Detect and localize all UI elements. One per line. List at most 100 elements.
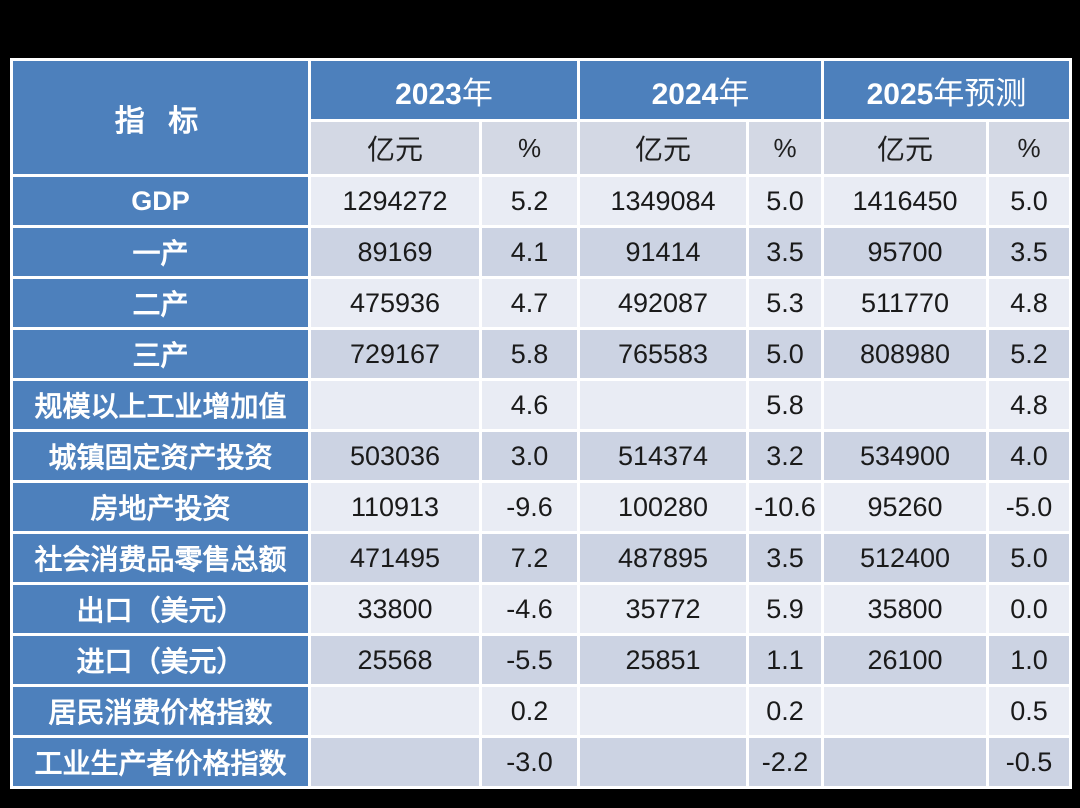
pct-cell: 4.8	[989, 279, 1069, 327]
row-label: 工业生产者价格指数	[13, 738, 308, 786]
row-label: 进口（美元）	[13, 636, 308, 684]
pct-cell: 5.9	[749, 585, 821, 633]
value-cell: 512400	[824, 534, 986, 582]
pct-header-2024: %	[749, 122, 821, 174]
pct-cell: -4.6	[482, 585, 577, 633]
pct-cell: 3.5	[749, 534, 821, 582]
table-row-secondary-industry: 二产 475936 4.7 492087 5.3 511770 4.8	[13, 279, 1069, 327]
row-label: 房地产投资	[13, 483, 308, 531]
pct-cell: 5.0	[749, 330, 821, 378]
year-suffix: 年预测	[933, 75, 1027, 111]
table-row-cpi: 居民消费价格指数 0.2 0.2 0.5	[13, 687, 1069, 735]
value-cell: 765583	[580, 330, 746, 378]
unit-header-2024: 亿元	[580, 122, 746, 174]
pct-cell: -2.2	[749, 738, 821, 786]
pct-cell: -5.0	[989, 483, 1069, 531]
pct-cell: 5.2	[482, 177, 577, 225]
value-cell	[580, 738, 746, 786]
pct-cell: 0.0	[989, 585, 1069, 633]
value-cell: 110913	[311, 483, 479, 531]
unit-header-2025: 亿元	[824, 122, 986, 174]
pct-cell: 5.8	[749, 381, 821, 429]
value-cell: 95260	[824, 483, 986, 531]
pct-cell: 3.0	[482, 432, 577, 480]
value-cell: 729167	[311, 330, 479, 378]
value-cell: 1416450	[824, 177, 986, 225]
pct-cell: 5.0	[989, 534, 1069, 582]
pct-cell: 5.3	[749, 279, 821, 327]
value-cell	[580, 687, 746, 735]
pct-header-2023: %	[482, 122, 577, 174]
year-number: 2024	[651, 77, 719, 111]
value-cell	[311, 687, 479, 735]
pct-cell: 0.5	[989, 687, 1069, 735]
pct-cell: 7.2	[482, 534, 577, 582]
pct-cell: -0.5	[989, 738, 1069, 786]
table-row-gdp: GDP 1294272 5.2 1349084 5.0 1416450 5.0	[13, 177, 1069, 225]
row-label: 居民消费价格指数	[13, 687, 308, 735]
value-cell: 1294272	[311, 177, 479, 225]
row-label: 三产	[13, 330, 308, 378]
value-cell: 534900	[824, 432, 986, 480]
row-label: 规模以上工业增加值	[13, 381, 308, 429]
year-number: 2023	[395, 77, 462, 111]
year-suffix: 年	[718, 75, 750, 111]
value-cell: 35800	[824, 585, 986, 633]
year-suffix: 年	[461, 75, 493, 111]
pct-cell: -10.6	[749, 483, 821, 531]
value-cell: 33800	[311, 585, 479, 633]
table-row-real-estate-investment: 房地产投资 110913 -9.6 100280 -10.6 95260 -5.…	[13, 483, 1069, 531]
pct-cell: 4.0	[989, 432, 1069, 480]
pct-cell: 5.8	[482, 330, 577, 378]
year-header-2024: 2024年	[580, 61, 821, 119]
indicator-header-cell: 指 标	[13, 61, 308, 174]
year-header-2023: 2023年	[311, 61, 577, 119]
pct-cell: 4.7	[482, 279, 577, 327]
pct-cell: 0.2	[482, 687, 577, 735]
value-cell: 503036	[311, 432, 479, 480]
value-cell: 35772	[580, 585, 746, 633]
value-cell: 100280	[580, 483, 746, 531]
pct-cell: 3.5	[989, 228, 1069, 276]
pct-cell: 3.5	[749, 228, 821, 276]
row-label: 二产	[13, 279, 308, 327]
value-cell: 89169	[311, 228, 479, 276]
value-cell: 511770	[824, 279, 986, 327]
value-cell	[580, 381, 746, 429]
value-cell: 25568	[311, 636, 479, 684]
table-row-imports-usd: 进口（美元） 25568 -5.5 25851 1.1 26100 1.0	[13, 636, 1069, 684]
table-row-primary-industry: 一产 89169 4.1 91414 3.5 95700 3.5	[13, 228, 1069, 276]
year-header-2025-forecast: 2025年预测	[824, 61, 1069, 119]
pct-cell: -3.0	[482, 738, 577, 786]
pct-cell: 3.2	[749, 432, 821, 480]
value-cell: 492087	[580, 279, 746, 327]
pct-cell: 5.0	[749, 177, 821, 225]
value-cell: 475936	[311, 279, 479, 327]
header-row-units: 亿元 % 亿元 % 亿元 %	[13, 122, 1069, 174]
pct-cell: -5.5	[482, 636, 577, 684]
value-cell	[311, 381, 479, 429]
table-row-tertiary-industry: 三产 729167 5.8 765583 5.0 808980 5.2	[13, 330, 1069, 378]
pct-cell: 4.6	[482, 381, 577, 429]
header-row-years: 指 标 2023年 2024年 2025年预测	[13, 61, 1069, 174]
table-row-urban-fixed-investment: 城镇固定资产投资 503036 3.0 514374 3.2 534900 4.…	[13, 432, 1069, 480]
table-row-exports-usd: 出口（美元） 33800 -4.6 35772 5.9 35800 0.0	[13, 585, 1069, 633]
value-cell: 26100	[824, 636, 986, 684]
pct-cell: 5.0	[989, 177, 1069, 225]
row-label: GDP	[13, 177, 308, 225]
value-cell: 91414	[580, 228, 746, 276]
value-cell	[824, 687, 986, 735]
table-row-industrial-added-value: 规模以上工业增加值 4.6 5.8 4.8	[13, 381, 1069, 429]
value-cell: 25851	[580, 636, 746, 684]
pct-header-2025: %	[989, 122, 1069, 174]
pct-cell: 0.2	[749, 687, 821, 735]
row-label: 一产	[13, 228, 308, 276]
pct-cell: -9.6	[482, 483, 577, 531]
table-row-retail-sales: 社会消费品零售总额 471495 7.2 487895 3.5 512400 5…	[13, 534, 1069, 582]
value-cell: 514374	[580, 432, 746, 480]
year-number: 2025	[866, 77, 934, 111]
pct-cell: 1.1	[749, 636, 821, 684]
pct-cell: 5.2	[989, 330, 1069, 378]
table-row-ppi: 工业生产者价格指数 -3.0 -2.2 -0.5	[13, 738, 1069, 786]
